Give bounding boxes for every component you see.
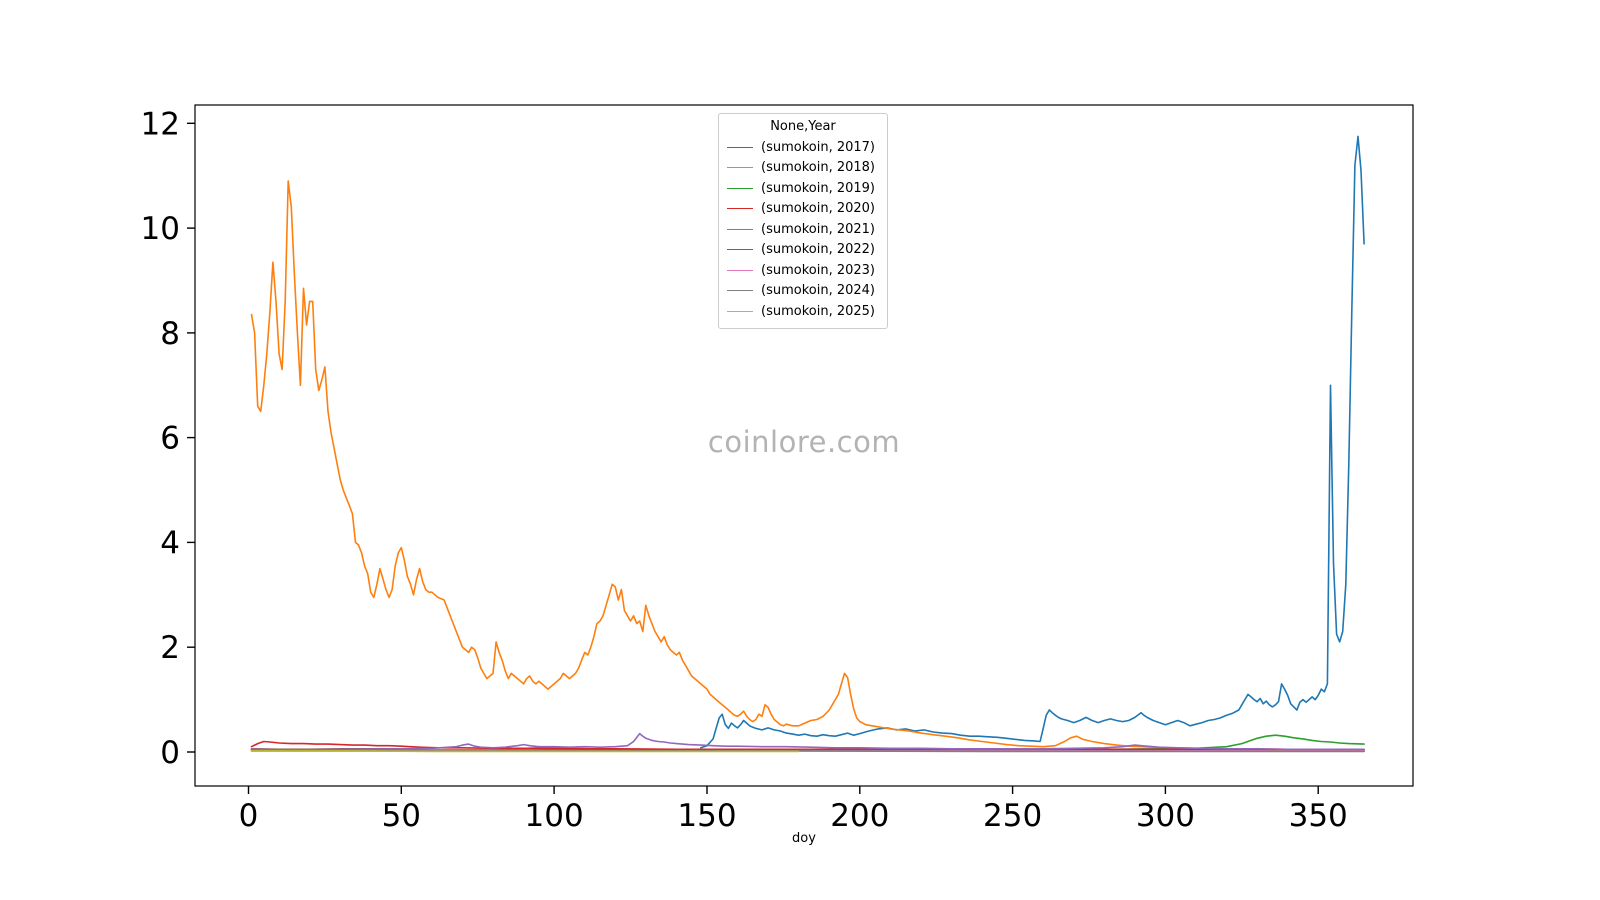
legend-line-swatch bbox=[727, 146, 753, 148]
x-tick-label: 200 bbox=[830, 798, 889, 834]
y-tick-label: 0 bbox=[160, 735, 180, 771]
watermark: coinlore.com bbox=[707, 425, 901, 459]
legend-line-swatch bbox=[727, 167, 753, 169]
legend-entry-label: (sumokoin, 2022) bbox=[761, 242, 875, 258]
legend-line-swatch bbox=[727, 187, 753, 189]
series-line-sumokoin-2021 bbox=[250, 732, 1365, 751]
y-tick-label: 8 bbox=[160, 316, 180, 352]
legend-entries: (sumokoin, 2017) (sumokoin, 2018) (sumokoi… bbox=[727, 137, 879, 322]
legend-entry: (sumokoin, 2023) bbox=[727, 260, 879, 281]
legend-entry: (sumokoin, 2017) bbox=[727, 137, 879, 158]
y-tick-label: 10 bbox=[141, 211, 180, 247]
legend-line-swatch bbox=[727, 269, 753, 271]
x-axis-label: doy bbox=[792, 831, 816, 846]
legend-entry-label: (sumokoin, 2018) bbox=[761, 160, 875, 176]
legend-entry: (sumokoin, 2021) bbox=[727, 219, 879, 240]
legend-entry: (sumokoin, 2020) bbox=[727, 199, 879, 220]
legend-entry: (sumokoin, 2018) bbox=[727, 158, 879, 179]
legend-entry-label: (sumokoin, 2024) bbox=[761, 283, 875, 299]
y-tick-label: 2 bbox=[160, 630, 180, 666]
legend-line-swatch bbox=[727, 310, 753, 312]
legend-entry-label: (sumokoin, 2020) bbox=[761, 201, 875, 217]
series-line-sumokoin-2018 bbox=[250, 180, 1365, 751]
legend-line-swatch bbox=[727, 290, 753, 292]
legend-entry-label: (sumokoin, 2021) bbox=[761, 221, 875, 237]
y-tick-label: 4 bbox=[160, 525, 180, 561]
legend-entry: (sumokoin, 2019) bbox=[727, 178, 879, 199]
legend-title: None,Year bbox=[770, 119, 836, 134]
series-line-sumokoin-2025 bbox=[250, 750, 800, 753]
x-tick-label: 300 bbox=[1136, 798, 1195, 834]
legend-entry-label: (sumokoin, 2025) bbox=[761, 303, 875, 319]
series-line-sumokoin-2017 bbox=[699, 135, 1365, 749]
y-tick-label: 6 bbox=[160, 421, 180, 457]
x-tick-label: 250 bbox=[983, 798, 1042, 834]
x-tick-label: 50 bbox=[382, 798, 421, 834]
legend-line-swatch bbox=[727, 228, 753, 230]
legend-entry: (sumokoin, 2022) bbox=[727, 240, 879, 261]
legend-line-swatch bbox=[727, 249, 753, 251]
axes-frame bbox=[194, 104, 1414, 787]
x-tick-label: 0 bbox=[239, 798, 259, 834]
legend-entry: (sumokoin, 2025) bbox=[727, 301, 879, 322]
chart-legend: None,Year (sumokoin, 2017) (sumokoin, 201… bbox=[718, 113, 888, 329]
series-group bbox=[250, 135, 1365, 753]
y-tick-label: 12 bbox=[141, 106, 180, 142]
legend-line-swatch bbox=[727, 208, 753, 210]
legend-entry: (sumokoin, 2024) bbox=[727, 281, 879, 302]
x-tick-label: 100 bbox=[525, 798, 584, 834]
legend-entry-label: (sumokoin, 2023) bbox=[761, 262, 875, 278]
legend-entry-label: (sumokoin, 2019) bbox=[761, 180, 875, 196]
legend-entry-label: (sumokoin, 2017) bbox=[761, 139, 875, 155]
x-tick-label: 150 bbox=[677, 798, 736, 834]
x-tick-label: 350 bbox=[1289, 798, 1348, 834]
